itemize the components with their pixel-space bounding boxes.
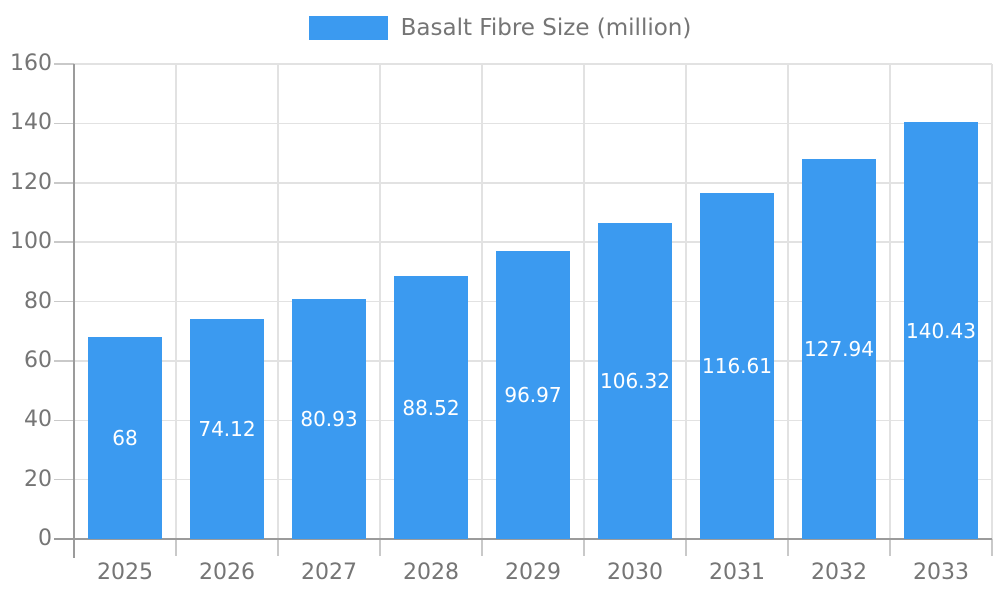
bar-value-label: 80.93	[300, 406, 358, 431]
x-gridline	[379, 64, 381, 539]
y-tick-label: 40	[24, 407, 52, 433]
x-tick	[787, 539, 789, 556]
x-tick-label: 2031	[709, 560, 765, 585]
x-tick-label: 2027	[301, 560, 357, 585]
bar-value-label: 106.32	[600, 369, 670, 394]
y-tick-label: 60	[24, 347, 52, 373]
x-tick	[175, 539, 177, 556]
bar	[394, 276, 468, 539]
bar	[598, 223, 672, 539]
bar-value-label: 96.97	[504, 383, 562, 408]
legend[interactable]: Basalt Fibre Size (million)	[0, 14, 1000, 42]
y-tick-label: 120	[10, 169, 52, 195]
x-gridline	[481, 64, 483, 539]
x-tick-label: 2030	[607, 560, 663, 585]
y-tick-label: 80	[24, 288, 52, 314]
bar-value-label: 127.94	[804, 337, 874, 362]
x-tick	[685, 539, 687, 556]
y-gridline	[74, 241, 992, 243]
y-gridline	[74, 63, 992, 65]
x-tick	[481, 539, 483, 556]
bar-value-label: 74.12	[198, 416, 256, 441]
y-tick	[54, 300, 74, 303]
bar-value-label: 68	[112, 426, 138, 451]
x-tick	[277, 539, 279, 556]
bar	[496, 251, 570, 539]
x-tick	[583, 539, 585, 556]
bar	[88, 337, 162, 539]
x-gridline	[787, 64, 789, 539]
y-gridline	[74, 122, 992, 125]
x-tick-label: 2025	[97, 560, 153, 585]
y-tick	[54, 419, 74, 421]
x-gridline	[889, 64, 891, 539]
y-tick-label: 140	[10, 110, 52, 136]
bar	[700, 192, 774, 539]
x-axis-line	[54, 538, 992, 540]
x-tick-label: 2032	[811, 560, 867, 585]
y-gridline	[74, 182, 992, 184]
bar-value-label: 140.43	[906, 318, 976, 343]
y-tick	[54, 360, 74, 362]
x-gridline	[583, 64, 585, 539]
y-tick	[54, 241, 74, 243]
bar-value-label: 116.61	[702, 353, 772, 378]
y-tick	[54, 478, 74, 481]
bar	[904, 122, 978, 539]
x-tick-label: 2028	[403, 560, 459, 585]
x-gridline	[685, 64, 687, 539]
x-gridline	[277, 64, 279, 539]
y-tick-label: 20	[24, 466, 52, 492]
bar	[292, 298, 366, 539]
legend-label: Basalt Fibre Size (million)	[400, 15, 692, 41]
bar	[802, 159, 876, 539]
x-gridline	[991, 64, 993, 539]
x-tick-label: 2026	[199, 560, 255, 585]
y-tick-label: 100	[10, 229, 52, 255]
y-tick	[54, 182, 74, 184]
x-tick	[379, 539, 381, 556]
x-gridline	[175, 64, 177, 539]
x-tick-label: 2033	[913, 560, 969, 585]
y-tick	[54, 122, 74, 125]
y-axis-line	[73, 64, 75, 558]
x-tick	[991, 539, 993, 556]
y-tick	[54, 63, 74, 65]
bar	[190, 318, 264, 539]
x-tick-label: 2029	[505, 560, 561, 585]
y-tick-label: 160	[10, 51, 52, 76]
bar-value-label: 88.52	[402, 395, 460, 420]
y-tick-label: 0	[38, 526, 52, 551]
x-tick	[889, 539, 891, 556]
legend-swatch	[308, 16, 388, 40]
